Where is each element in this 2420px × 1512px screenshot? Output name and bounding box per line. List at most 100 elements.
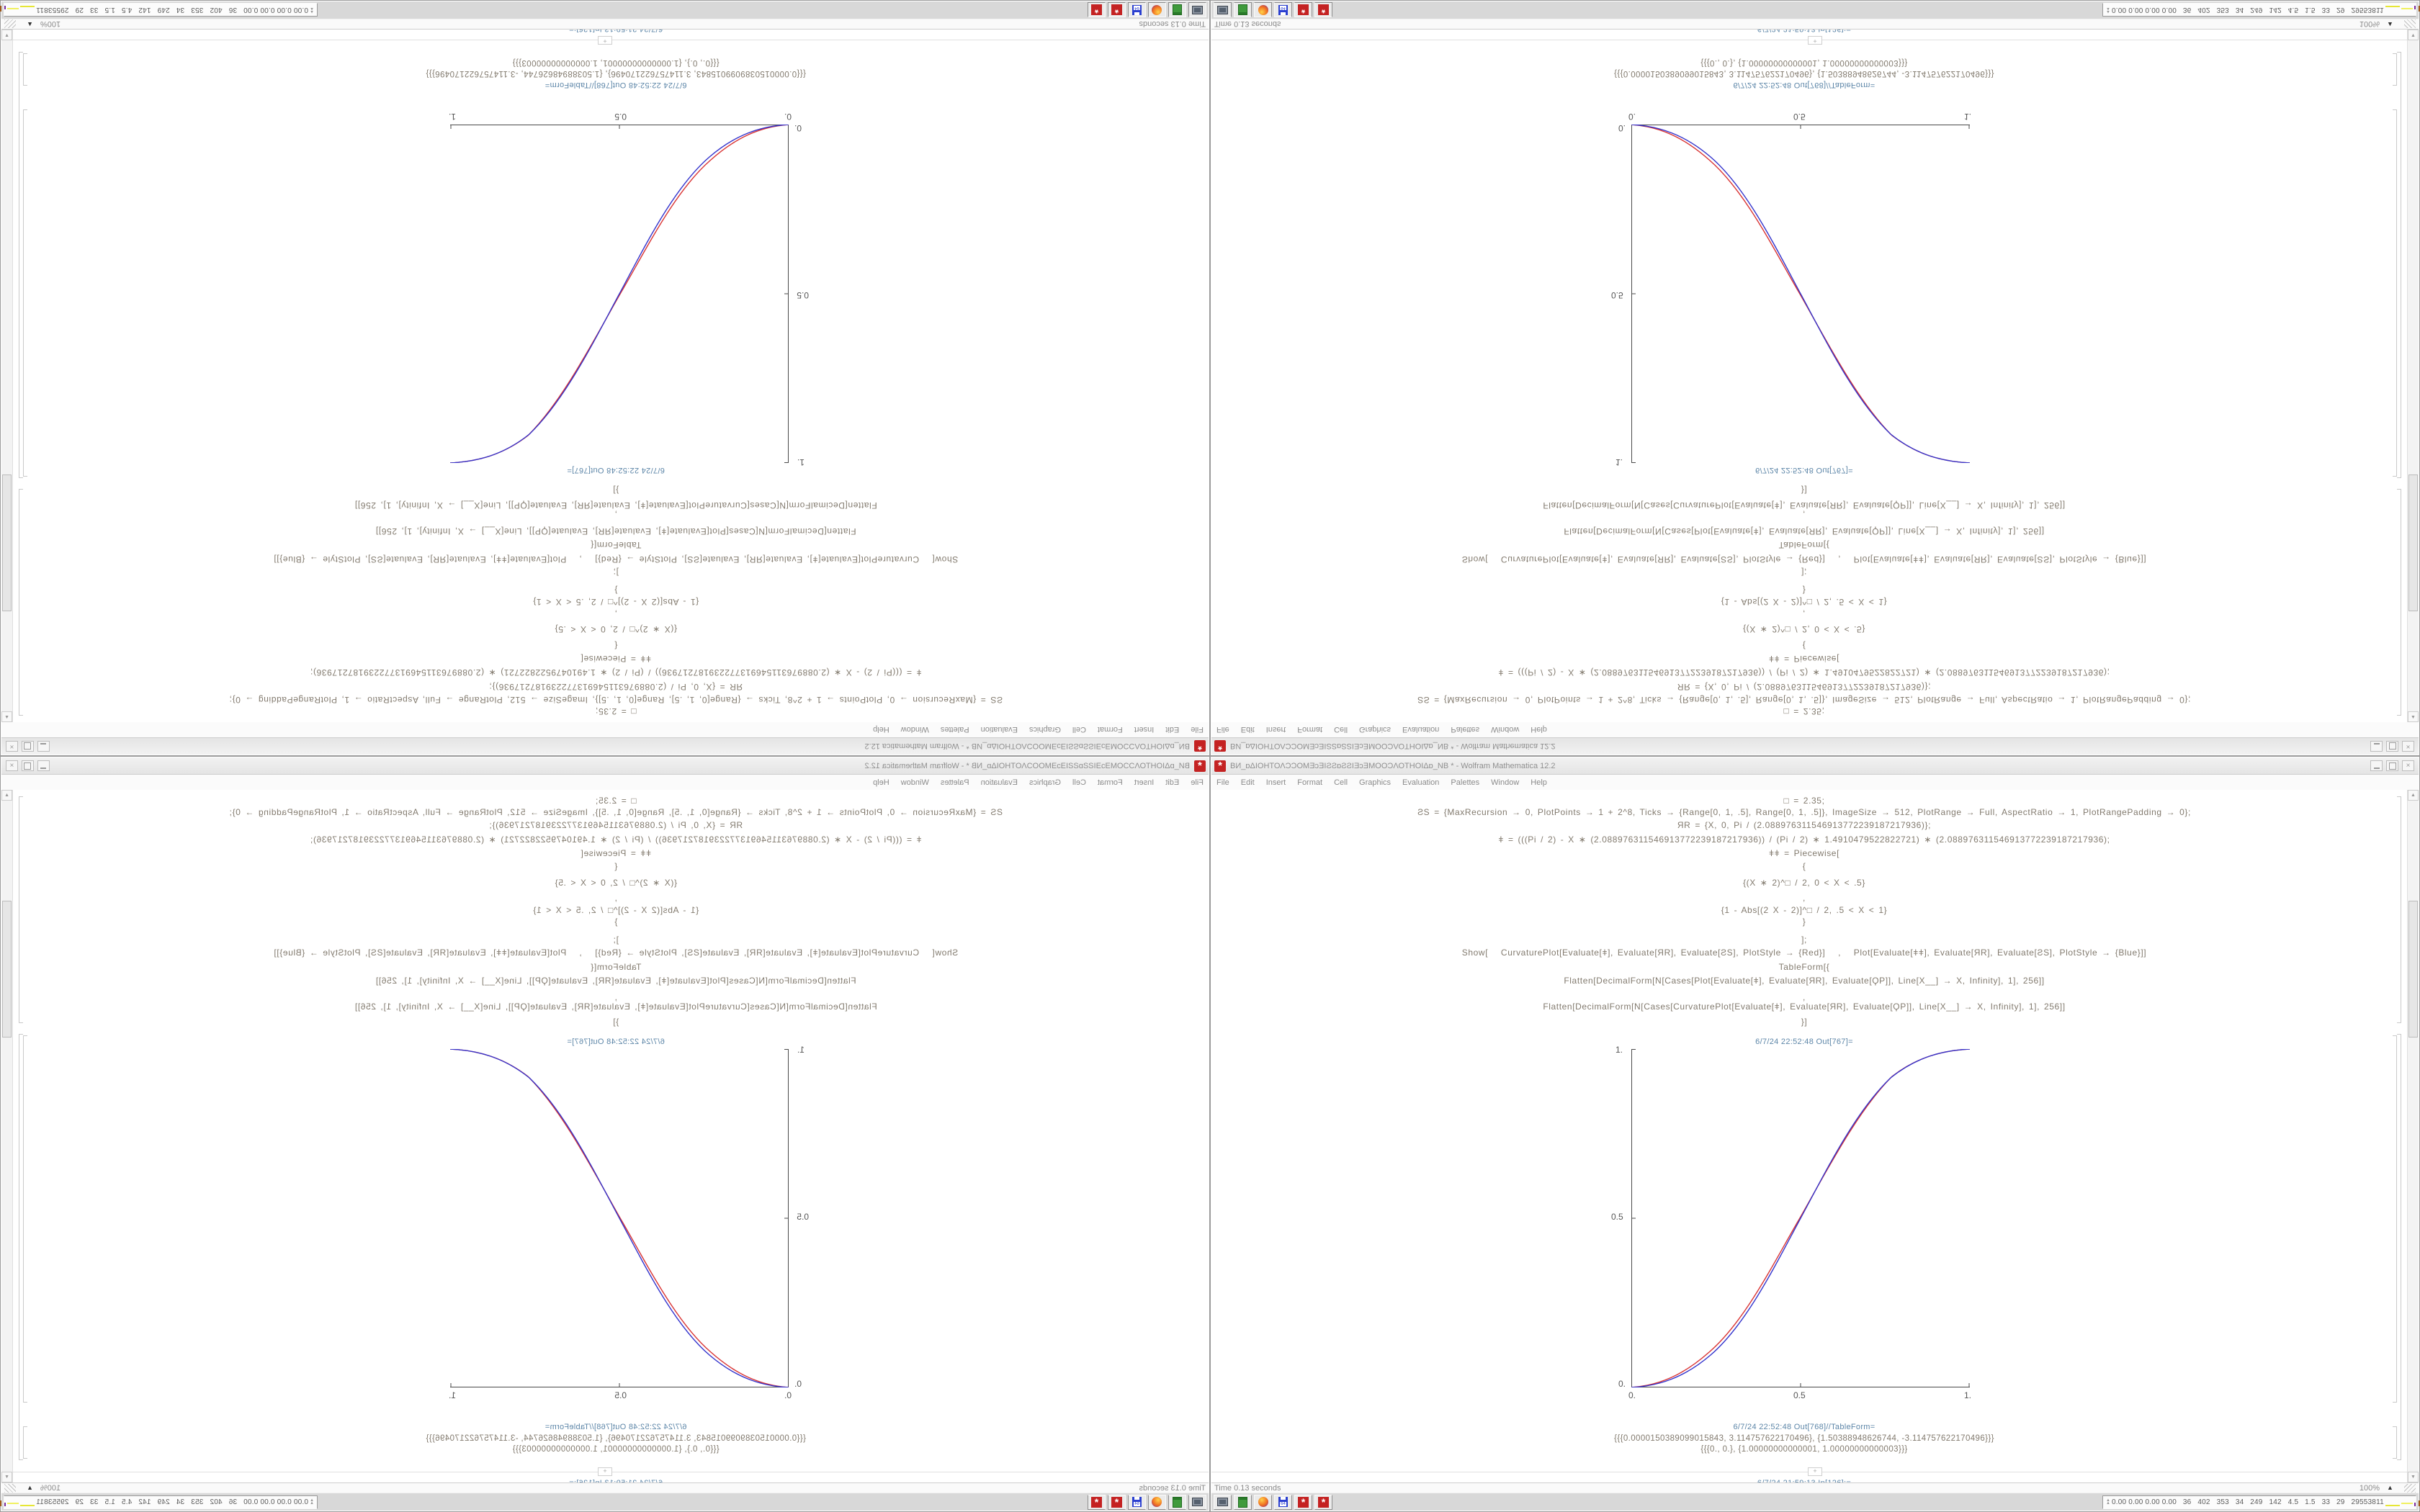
code-line[interactable]: ЯR = {X, 0, Pi / (2.08897631154691377223…: [1677, 820, 1932, 830]
code-line[interactable]: }: [614, 585, 618, 595]
cell-bracket-input[interactable]: [19, 489, 23, 716]
taskbar-storage-button[interactable]: [1168, 2, 1186, 18]
code-line[interactable]: ǂǂ = Piecewise[: [580, 654, 652, 664]
menu-insert[interactable]: Insert: [1134, 778, 1155, 787]
scrollbar-thumb[interactable]: [2, 901, 12, 1038]
maximize-button[interactable]: [22, 760, 34, 771]
code-line[interactable]: ƧS = {MaxRecursion → 0, PlotPoints → 1 +…: [1417, 807, 2191, 817]
menu-cell[interactable]: Cell: [1072, 725, 1086, 734]
menu-palettes[interactable]: Palettes: [1451, 725, 1480, 734]
cell-bracket-input[interactable]: [19, 796, 23, 1023]
code-line[interactable]: TableForm[{: [590, 962, 642, 972]
code-line[interactable]: {(X ∗ 2)^□ / 2, 0 < X < .5}: [555, 878, 677, 888]
minimize-button[interactable]: [37, 741, 50, 752]
menu-help[interactable]: Help: [1531, 778, 1547, 787]
code-line[interactable]: □ = 2.35;: [1783, 796, 1825, 806]
taskbar-display-button[interactable]: [1188, 2, 1206, 18]
code-line[interactable]: Flatten[DecimalForm[N[Cases[Plot[Evaluat…: [375, 976, 856, 986]
code-line[interactable]: Flatten[DecimalForm[N[Cases[Plot[Evaluat…: [375, 526, 856, 536]
zoom-level[interactable]: 100%: [2359, 1483, 2380, 1493]
code-line[interactable]: {: [614, 861, 618, 871]
code-line[interactable]: ,: [1803, 510, 1806, 520]
menu-edit[interactable]: Edit: [1240, 725, 1255, 734]
menu-evaluation[interactable]: Evaluation: [1402, 778, 1440, 787]
menu-window[interactable]: Window: [900, 725, 929, 734]
code-line[interactable]: }: [614, 917, 618, 927]
code-line[interactable]: ];: [613, 567, 619, 577]
code-line[interactable]: ,: [614, 893, 617, 903]
menu-window[interactable]: Window: [900, 778, 929, 787]
taskbar-browser-button[interactable]: [1148, 1494, 1166, 1510]
code-line[interactable]: {(X ∗ 2)^□ / 2, 0 < X < .5}: [1743, 624, 1865, 634]
minimize-button[interactable]: [37, 760, 50, 771]
code-line[interactable]: {1 - Abs[(2 X - 2)]^□ / 2, .5 < X < 1}: [532, 597, 699, 607]
menu-file[interactable]: File: [1191, 725, 1204, 734]
code-line[interactable]: {(X ∗ 2)^□ / 2, 0 < X < .5}: [555, 624, 677, 634]
code-line[interactable]: ƧS = {MaxRecursion → 0, PlotPoints → 1 +…: [1417, 695, 2191, 705]
code-line[interactable]: □ = 2.35;: [595, 796, 637, 806]
menu-graphics[interactable]: Graphics: [1359, 725, 1392, 734]
cell-insert-plus-icon[interactable]: +: [1808, 36, 1822, 45]
cell-insert-plus-icon[interactable]: +: [598, 36, 612, 45]
code-line[interactable]: {(X ∗ 2)^□ / 2, 0 < X < .5}: [1743, 878, 1865, 888]
menu-cell[interactable]: Cell: [1072, 778, 1086, 787]
magnifier-icon[interactable]: ▲: [2387, 1484, 2393, 1491]
menu-format[interactable]: Format: [1097, 778, 1123, 787]
cell-insert-plus-icon[interactable]: +: [598, 1467, 612, 1476]
cell-bracket-plot[interactable]: [2393, 109, 2397, 477]
close-button[interactable]: ×: [2402, 760, 2414, 771]
window-titlebar[interactable]: * ΒИ_ɒΔΙΟΗΤΟΛƆƆΟΜƎɔƎΙƧƧɒƧƧΙƎɔƎΜΟΟƆΛΟΤΗΟΙ…: [1, 737, 1209, 755]
code-line[interactable]: ЯR = {X, 0, Pi / (2.08897631154691377223…: [1677, 682, 1932, 692]
code-line[interactable]: ];: [613, 935, 619, 945]
code-line[interactable]: □ = 2.35;: [1783, 706, 1825, 716]
menu-evaluation[interactable]: Evaluation: [980, 725, 1018, 734]
scroll-up-icon[interactable]: ▲: [1, 790, 12, 801]
code-line[interactable]: }]: [612, 1017, 619, 1027]
close-button[interactable]: ×: [6, 760, 18, 771]
menu-insert[interactable]: Insert: [1265, 778, 1286, 787]
menu-edit[interactable]: Edit: [1165, 725, 1180, 734]
scroll-up-icon[interactable]: ▲: [2408, 711, 2419, 722]
menu-help[interactable]: Help: [873, 778, 889, 787]
cell-bracket-table[interactable]: [23, 1426, 27, 1459]
magnifier-icon[interactable]: ▲: [27, 1484, 33, 1491]
code-line[interactable]: ǂǂ = Piecewise[: [1768, 848, 1840, 858]
window-titlebar[interactable]: * ΒИ_ɒΔΙΟΗΤΟΛƆƆΟΜƎɔƎΙƧƧɒƧƧΙƎɔƎΜΟΟƆΛΟΤΗΟΙ…: [1211, 757, 2419, 775]
code-line[interactable]: Flatten[DecimalForm[N[Cases[CurvaturePlo…: [354, 1002, 877, 1012]
code-line[interactable]: ǂ = (((Pi / 2) - X ∗ (2.0889763115469137…: [1498, 667, 2110, 678]
menu-window[interactable]: Window: [1491, 725, 1520, 734]
menu-file[interactable]: File: [1216, 778, 1229, 787]
vertical-scrollbar[interactable]: ▲ ▼: [2407, 790, 2419, 1482]
menu-format[interactable]: Format: [1297, 725, 1323, 734]
magnifier-icon[interactable]: ▲: [2387, 21, 2393, 28]
menu-cell[interactable]: Cell: [1334, 778, 1348, 787]
vertical-scrollbar[interactable]: ▲ ▼: [2407, 30, 2419, 722]
notebook-area[interactable]: □ = 2.35; ƧS = {MaxRecursion → 0, PlotPo…: [1, 30, 1209, 722]
cell-bracket-table[interactable]: [2393, 1426, 2397, 1459]
code-line[interactable]: Show[ CurvaturePlot[Evaluate[ǂ], Evaluat…: [1461, 554, 2147, 564]
code-line[interactable]: {1 - Abs[(2 X - 2)]^□ / 2, .5 < X < 1}: [1721, 597, 1888, 607]
maximize-button[interactable]: [22, 741, 34, 752]
menu-help[interactable]: Help: [873, 725, 889, 734]
scrollbar-thumb[interactable]: [2408, 901, 2418, 1038]
menu-palettes[interactable]: Palettes: [940, 778, 969, 787]
code-line[interactable]: TableForm[{: [1778, 540, 1830, 550]
code-line[interactable]: Show[ CurvaturePlot[Evaluate[ǂ], Evaluat…: [273, 554, 959, 564]
menu-palettes[interactable]: Palettes: [1451, 778, 1480, 787]
taskbar-mathematica-frontend-button[interactable]: *: [1088, 2, 1106, 18]
taskbar-mathematica-frontend-button[interactable]: *: [1314, 2, 1332, 18]
resize-grip[interactable]: [2404, 19, 2416, 29]
menu-edit[interactable]: Edit: [1240, 778, 1255, 787]
code-line[interactable]: ];: [1801, 935, 1807, 945]
scroll-down-icon[interactable]: ▼: [2408, 30, 2419, 40]
code-line[interactable]: Flatten[DecimalForm[N[Cases[CurvaturePlo…: [1543, 1002, 2066, 1012]
taskbar-mathematica-frontend-button[interactable]: *: [1088, 1494, 1106, 1510]
code-line[interactable]: TableForm[{: [1778, 962, 1830, 972]
code-line[interactable]: Flatten[DecimalForm[N[Cases[CurvaturePlo…: [1543, 500, 2066, 510]
magnifier-icon[interactable]: ▲: [27, 21, 33, 28]
cell-bracket-table[interactable]: [2393, 53, 2397, 86]
code-line[interactable]: ǂ = (((Pi / 2) - X ∗ (2.0889763115469137…: [1498, 834, 2110, 845]
menu-evaluation[interactable]: Evaluation: [980, 778, 1018, 787]
menu-palettes[interactable]: Palettes: [940, 725, 969, 734]
taskbar-mathematica-kernel-button[interactable]: *: [1108, 2, 1126, 18]
